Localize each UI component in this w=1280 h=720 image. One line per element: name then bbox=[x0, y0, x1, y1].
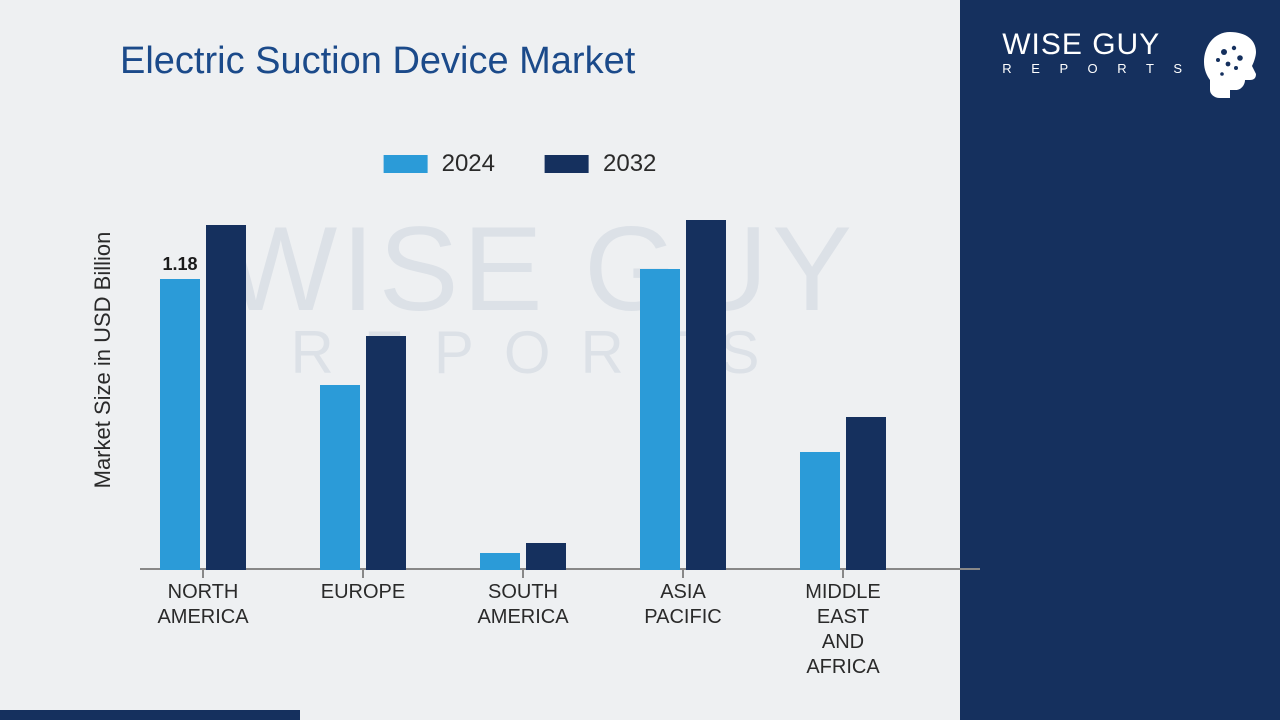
legend-item-2032: 2032 bbox=[545, 150, 656, 178]
bar-group bbox=[800, 417, 886, 570]
right-panel bbox=[960, 0, 1280, 720]
legend-label-2032: 2032 bbox=[603, 150, 656, 178]
y-axis-label: Market Size in USD Billion bbox=[90, 160, 116, 560]
x-axis-label: SOUTHAMERICA bbox=[453, 580, 593, 630]
bar bbox=[640, 269, 680, 570]
legend-item-2024: 2024 bbox=[384, 150, 495, 178]
brand-line1: WISE GUY bbox=[1002, 30, 1190, 60]
x-axis-label: MIDDLEEASTANDAFRICA bbox=[773, 580, 913, 680]
bar bbox=[846, 417, 886, 570]
bar: 1.18 bbox=[160, 279, 200, 570]
x-axis-label: NORTHAMERICA bbox=[133, 580, 273, 630]
bar-group: 1.18 bbox=[160, 225, 246, 570]
bar bbox=[686, 220, 726, 570]
bar-group bbox=[640, 220, 726, 570]
bar bbox=[366, 336, 406, 570]
chart: Market Size in USD Billion 2024 2032 1.1… bbox=[60, 150, 980, 710]
bar bbox=[320, 385, 360, 570]
bar bbox=[526, 543, 566, 570]
bar bbox=[800, 452, 840, 570]
bar-group bbox=[480, 543, 566, 570]
brand-text: WISE GUY R E P O R T S bbox=[1002, 30, 1190, 75]
plot-area: 1.18 bbox=[140, 200, 980, 570]
legend: 2024 2032 bbox=[384, 150, 657, 178]
x-axis-label: EUROPE bbox=[293, 580, 433, 605]
legend-label-2024: 2024 bbox=[442, 150, 495, 178]
legend-swatch-2024 bbox=[384, 155, 428, 173]
bar bbox=[480, 553, 520, 570]
x-axis-labels: NORTHAMERICAEUROPESOUTHAMERICAASIAPACIFI… bbox=[140, 570, 980, 710]
bar-group bbox=[320, 336, 406, 570]
brand-logo: WISE GUY R E P O R T S bbox=[1002, 30, 1260, 100]
bar-value-label: 1.18 bbox=[162, 254, 197, 279]
legend-swatch-2032 bbox=[545, 155, 589, 173]
x-axis-label: ASIAPACIFIC bbox=[613, 580, 753, 630]
brand-line2: R E P O R T S bbox=[1002, 62, 1190, 75]
bottom-accent-bar bbox=[0, 710, 300, 720]
chart-title: Electric Suction Device Market bbox=[120, 40, 635, 83]
brand-head-icon bbox=[1200, 30, 1260, 100]
bar bbox=[206, 225, 246, 570]
chart-canvas: WISE GUY R E P O R T S Electric Suction … bbox=[0, 0, 1280, 720]
